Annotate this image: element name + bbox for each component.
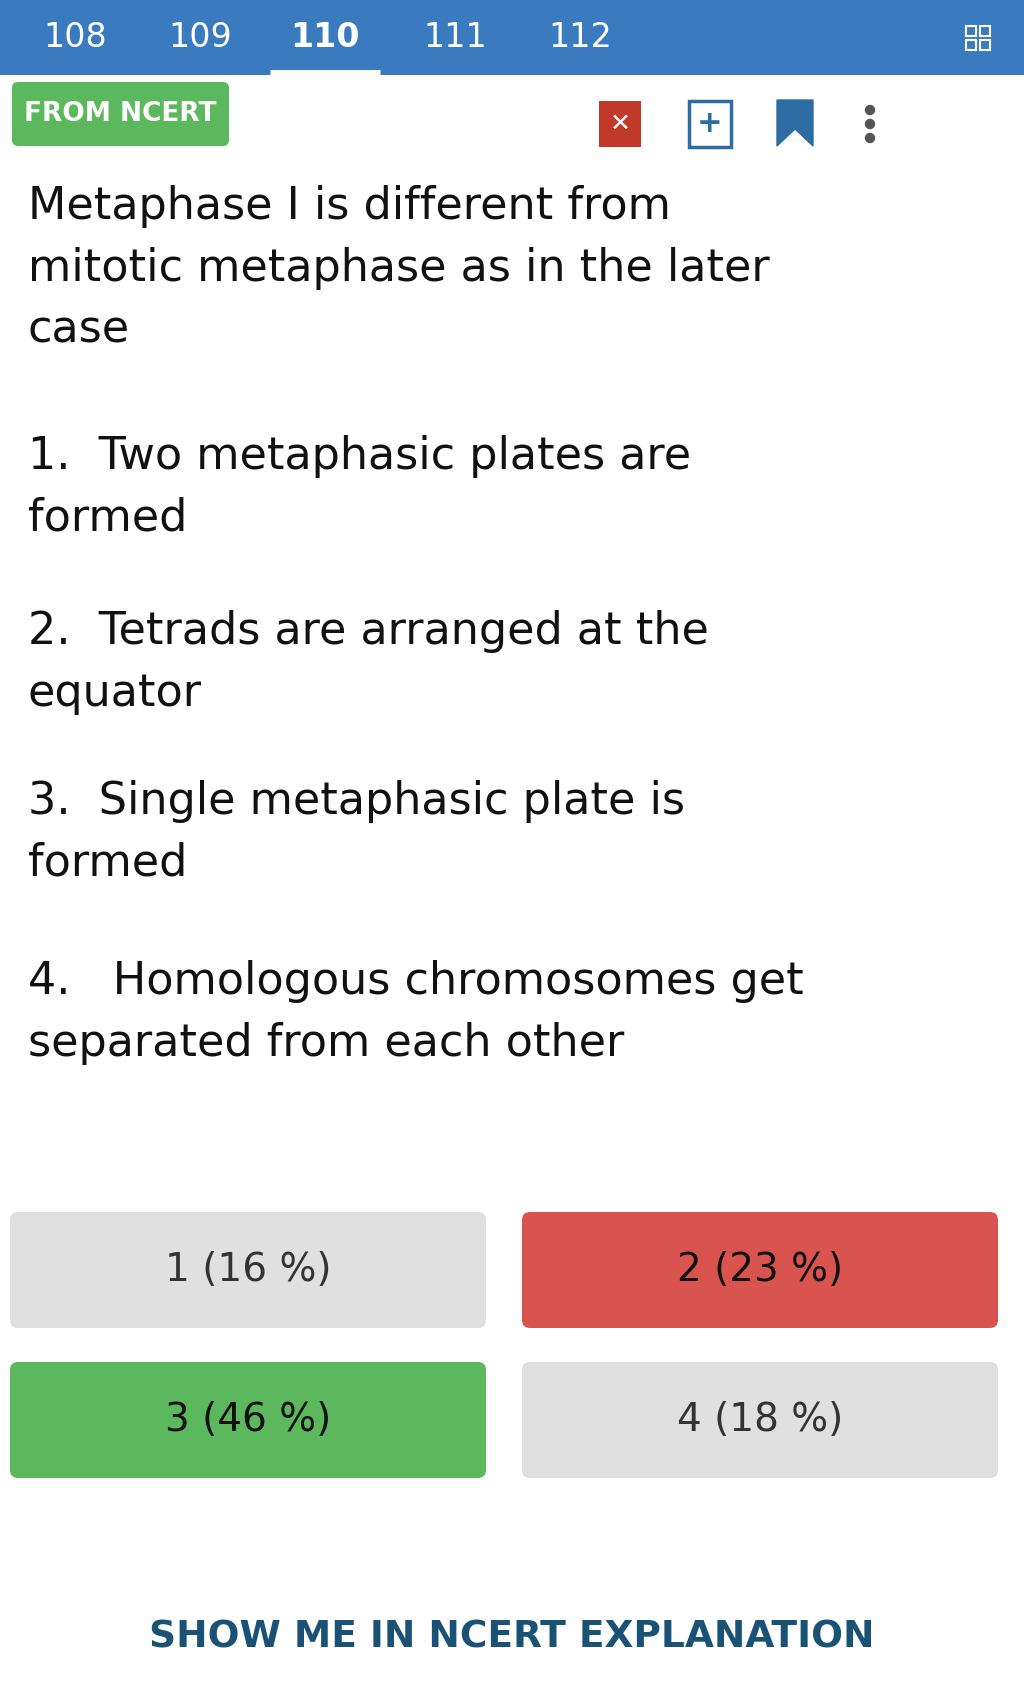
FancyBboxPatch shape [10, 1213, 486, 1328]
Text: 3 (46 %): 3 (46 %) [165, 1401, 331, 1438]
Text: 2 (23 %): 2 (23 %) [677, 1252, 843, 1289]
Text: +: + [697, 110, 723, 139]
Text: 1 (16 %): 1 (16 %) [165, 1252, 331, 1289]
FancyBboxPatch shape [689, 102, 731, 148]
Text: FROM NCERT: FROM NCERT [25, 102, 217, 127]
Text: 111: 111 [423, 20, 486, 54]
FancyBboxPatch shape [12, 81, 229, 146]
Text: 4.   Homologous chromosomes get
separated from each other: 4. Homologous chromosomes get separated … [28, 960, 804, 1065]
Text: 2.  Tetrads are arranged at the
equator: 2. Tetrads are arranged at the equator [28, 611, 709, 714]
Text: 3.  Single metaphasic plate is
formed: 3. Single metaphasic plate is formed [28, 780, 685, 885]
Text: 112: 112 [548, 20, 612, 54]
Text: 109: 109 [168, 20, 231, 54]
FancyBboxPatch shape [10, 1362, 486, 1477]
FancyBboxPatch shape [522, 1213, 998, 1328]
FancyBboxPatch shape [522, 1362, 998, 1477]
FancyBboxPatch shape [599, 102, 641, 148]
Circle shape [865, 134, 874, 142]
Text: ✕: ✕ [609, 112, 631, 136]
Text: 110: 110 [290, 20, 359, 54]
Circle shape [865, 105, 874, 115]
Text: 4 (18 %): 4 (18 %) [677, 1401, 843, 1438]
Circle shape [865, 119, 874, 129]
Text: SHOW ME IN NCERT EXPLANATION: SHOW ME IN NCERT EXPLANATION [150, 1620, 874, 1655]
FancyBboxPatch shape [0, 0, 1024, 75]
Text: Metaphase I is different from
mitotic metaphase as in the later
case: Metaphase I is different from mitotic me… [28, 185, 770, 351]
Text: 108: 108 [43, 20, 106, 54]
Polygon shape [777, 100, 813, 146]
Text: 1.  Two metaphasic plates are
formed: 1. Two metaphasic plates are formed [28, 434, 691, 539]
